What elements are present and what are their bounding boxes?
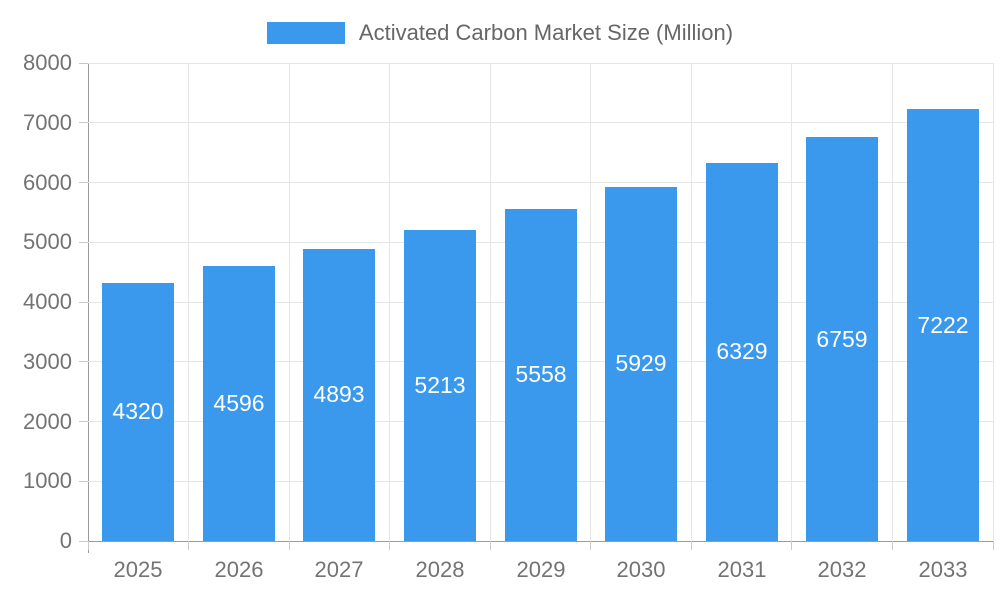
bar: 7222 bbox=[907, 109, 979, 541]
y-gridline bbox=[88, 122, 993, 124]
x-tick-label: 2025 bbox=[113, 557, 163, 582]
x-tick-label: 2031 bbox=[717, 557, 767, 582]
x-tick bbox=[891, 541, 893, 550]
y-tick-label: 6000 bbox=[23, 169, 72, 195]
x-tick bbox=[690, 541, 692, 550]
bar-value-label: 5558 bbox=[515, 361, 567, 388]
bar: 5213 bbox=[404, 229, 476, 541]
x-gridline bbox=[690, 63, 692, 541]
y-tick-label: 2000 bbox=[23, 408, 72, 434]
x-tick bbox=[992, 541, 994, 550]
y-tick-label: 5000 bbox=[23, 229, 72, 255]
y-tick-label: 4000 bbox=[23, 289, 72, 314]
x-tick-label: 2033 bbox=[918, 557, 968, 582]
x-gridline bbox=[590, 63, 592, 541]
bar: 6329 bbox=[706, 162, 778, 541]
y-tick-label: 8000 bbox=[23, 50, 72, 75]
x-tick bbox=[590, 541, 592, 550]
x-tick-label: 2028 bbox=[415, 557, 465, 582]
y-axis-line bbox=[88, 63, 89, 553]
y-gridline bbox=[88, 62, 993, 64]
x-gridline bbox=[891, 63, 893, 541]
bar: 5558 bbox=[505, 208, 577, 541]
y-gridline bbox=[88, 182, 993, 183]
y-tick bbox=[79, 421, 88, 422]
bar-value-label: 5929 bbox=[615, 350, 667, 377]
x-tick bbox=[87, 541, 89, 550]
y-tick bbox=[79, 301, 88, 303]
x-tick bbox=[389, 541, 391, 550]
y-tick bbox=[79, 480, 88, 482]
bar-value-label: 4320 bbox=[112, 398, 164, 425]
y-tick bbox=[79, 361, 88, 363]
x-axis-line bbox=[79, 541, 993, 542]
y-tick-label: 7000 bbox=[23, 109, 72, 135]
legend-label: Activated Carbon Market Size (Million) bbox=[358, 20, 734, 45]
bar: 4596 bbox=[203, 266, 275, 541]
x-tick bbox=[489, 541, 491, 550]
bar-value-label: 6329 bbox=[716, 338, 768, 365]
x-tick bbox=[188, 541, 190, 550]
y-tick bbox=[79, 540, 88, 542]
x-gridline bbox=[389, 63, 391, 541]
x-gridline bbox=[188, 63, 190, 541]
plot-area: 0 1000 2000 3000 4000 5000 6000 7000 8000 4320 202… bbox=[23, 52, 994, 581]
y-tick-label: 1000 bbox=[23, 468, 72, 494]
x-tick-label: 2027 bbox=[314, 557, 364, 582]
x-tick-label: 2026 bbox=[214, 557, 264, 582]
bar-value-label: 5213 bbox=[414, 371, 466, 398]
legend-swatch bbox=[266, 22, 345, 44]
y-tick bbox=[79, 62, 88, 64]
bar: 4320 bbox=[102, 282, 174, 541]
x-tick-label: 2032 bbox=[817, 557, 867, 582]
bar-value-label: 4893 bbox=[313, 381, 365, 408]
y-tick bbox=[79, 182, 88, 183]
legend-item[interactable]: Activated Carbon Market Size (Million) bbox=[0, 20, 1000, 46]
y-tick-label: 0 bbox=[59, 528, 72, 553]
y-tick-label: 3000 bbox=[23, 348, 72, 374]
x-gridline bbox=[791, 63, 793, 541]
x-gridline bbox=[489, 63, 491, 541]
x-tick bbox=[791, 541, 793, 550]
x-gridline bbox=[288, 63, 290, 541]
bar-value-label: 4596 bbox=[213, 390, 265, 417]
bar-value-label: 7222 bbox=[917, 311, 969, 338]
bar: 4893 bbox=[303, 248, 375, 541]
bar: 6759 bbox=[806, 137, 878, 541]
y-tick bbox=[79, 122, 88, 124]
x-tick-label: 2030 bbox=[616, 557, 666, 582]
bar: 5929 bbox=[605, 186, 677, 541]
y-tick bbox=[79, 241, 88, 243]
bar-value-label: 6759 bbox=[816, 325, 868, 352]
x-tick-label: 2029 bbox=[516, 557, 566, 582]
x-tick bbox=[288, 541, 290, 550]
x-gridline bbox=[992, 63, 994, 541]
